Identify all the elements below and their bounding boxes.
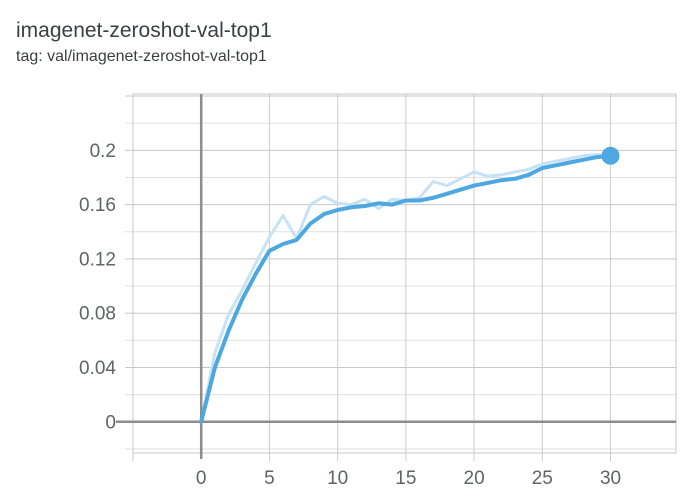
y-tick-label: 0.04 xyxy=(79,358,116,379)
y-tick-label: 0 xyxy=(105,412,116,433)
x-tick-label: 0 xyxy=(196,468,207,489)
x-axis-labels: 0 5 10 15 20 25 30 xyxy=(196,468,621,489)
x-tick-label: 15 xyxy=(395,468,416,489)
x-tick-label: 20 xyxy=(464,468,485,489)
plot-area-border xyxy=(132,93,677,454)
chart-tag-subtitle: tag: val/imagenet-zeroshot-val-top1 xyxy=(16,48,267,65)
zero-axis-lines xyxy=(116,94,676,459)
x-tick-label: 5 xyxy=(264,468,275,489)
y-tick-label: 0.2 xyxy=(90,141,116,162)
y-axis-labels: 0 0.04 0.08 0.12 0.16 0.2 xyxy=(79,141,116,433)
smoothed-series-line[interactable] xyxy=(199,153,613,424)
gridlines-horizontal-major xyxy=(133,95,676,368)
final-point-marker[interactable] xyxy=(601,146,620,165)
y-tick-label: 0.12 xyxy=(79,249,116,270)
gridlines-horizontal-minor xyxy=(133,122,676,450)
axis-tick-marks xyxy=(125,95,612,461)
y-tick-label: 0.16 xyxy=(79,195,116,216)
x-tick-label: 25 xyxy=(532,468,553,489)
chart-header: imagenet-zeroshot-val-top1 tag: val/imag… xyxy=(16,18,272,67)
chart-title: imagenet-zeroshot-val-top1 xyxy=(16,19,272,42)
x-tick-label: 10 xyxy=(327,468,348,489)
y-tick-label: 0.08 xyxy=(79,304,116,325)
x-tick-label: 30 xyxy=(600,468,621,489)
